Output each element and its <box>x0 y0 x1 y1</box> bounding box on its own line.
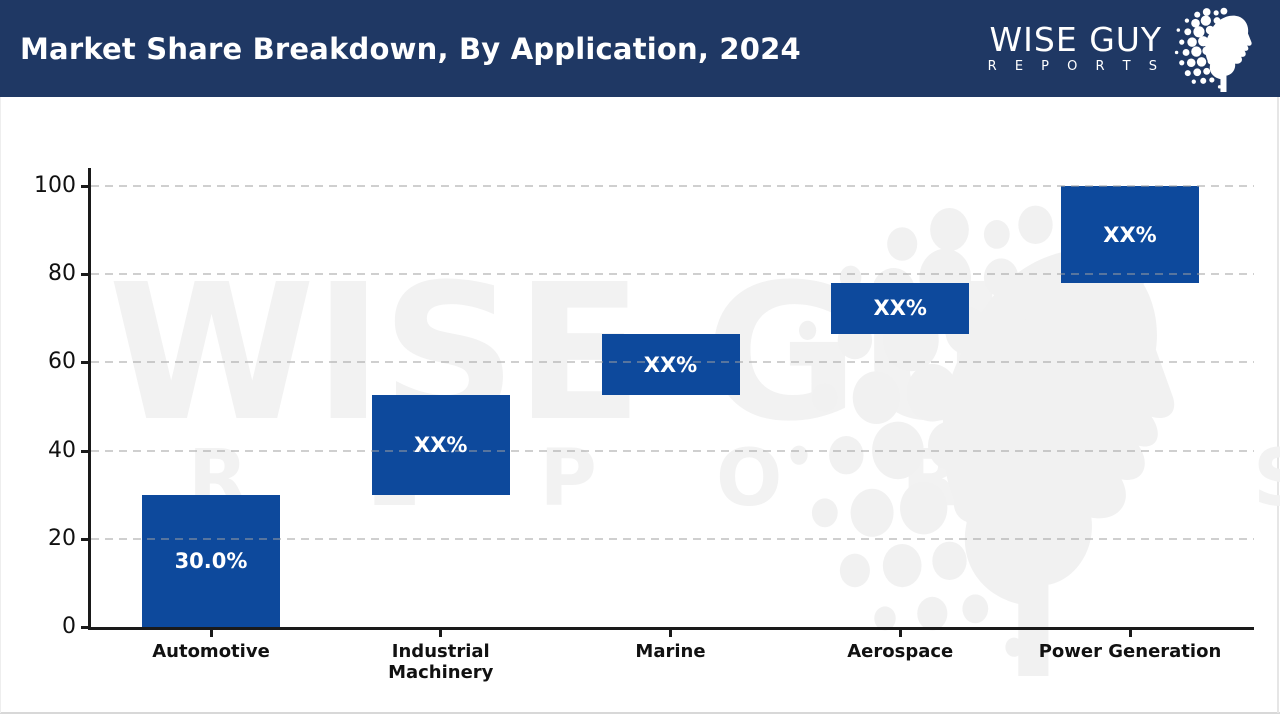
x-tick-mark <box>898 630 902 637</box>
bar-value-label: 30.0% <box>174 548 248 573</box>
bar-power-generation <box>1061 186 1199 284</box>
y-tick-mark <box>81 537 89 541</box>
x-axis-line <box>88 627 1254 630</box>
x-tick-label-line: Industrial <box>391 641 490 662</box>
x-tick-mark <box>1128 630 1132 637</box>
left-edge-line <box>0 97 1 713</box>
brand-face-icon <box>1174 7 1252 92</box>
gridline-80 <box>91 273 1254 276</box>
gridline-100 <box>91 185 1254 187</box>
x-tick-label-line: Automotive <box>152 641 270 662</box>
y-tick-label: 80 <box>48 261 76 287</box>
bar-value-label: XX% <box>1103 222 1157 247</box>
y-tick-label: 0 <box>62 614 76 639</box>
gridline-40 <box>91 449 1254 452</box>
x-tick-label: Automotive <box>96 641 326 662</box>
x-tick-mark <box>439 630 443 637</box>
y-tick-mark <box>81 185 89 188</box>
y-tick-label: 100 <box>34 173 76 198</box>
bar-marine <box>601 333 740 396</box>
bar-industrial-machinery <box>371 395 510 495</box>
bar-automotive <box>142 494 280 627</box>
bar-value-label: XX% <box>873 296 927 321</box>
brand-wordmark: WISE GUY <box>989 19 1163 59</box>
chart-title: Market Share Breakdown, By Application, … <box>20 31 801 66</box>
brand-logo-text: WISE GUY R E P O R T S <box>987 19 1164 75</box>
x-tick-mark <box>669 630 672 637</box>
x-tick-label-line: Marine <box>635 641 706 662</box>
y-tick-label: 40 <box>48 437 76 463</box>
y-axis-line <box>88 168 91 629</box>
bar-aerospace <box>831 283 970 334</box>
header: Market Share Breakdown, By Application, … <box>0 0 1280 97</box>
x-tick-label: Industrial Machinery <box>326 641 556 683</box>
bar-value-label: XX% <box>414 433 468 458</box>
bar-value-label: XX% <box>643 352 698 377</box>
x-tick-label: Power Generation <box>1015 641 1245 662</box>
brand-logo: WISE GUY R E P O R T S <box>988 6 1256 92</box>
y-tick-label: 20 <box>48 525 76 551</box>
brand-subtext: R E P O R T S <box>987 59 1164 75</box>
x-tick-label: Marine <box>556 641 786 662</box>
y-tick-mark <box>81 273 89 277</box>
y-tick-mark <box>81 626 89 629</box>
right-edge-line <box>1277 97 1279 713</box>
y-tick-label: 60 <box>48 349 76 375</box>
x-tick-mark <box>209 630 213 637</box>
x-tick-label: Aerospace <box>785 641 1015 662</box>
gridline-60 <box>91 361 1254 364</box>
bottom-divider <box>0 712 1280 714</box>
x-tick-label-line: Aerospace <box>847 641 954 662</box>
y-tick-mark <box>81 449 89 453</box>
gridline-20 <box>91 537 1254 540</box>
x-tick-label-line: Machinery <box>388 662 494 683</box>
y-tick-mark <box>81 361 89 365</box>
x-tick-label-line: Power Generation <box>1038 641 1222 662</box>
